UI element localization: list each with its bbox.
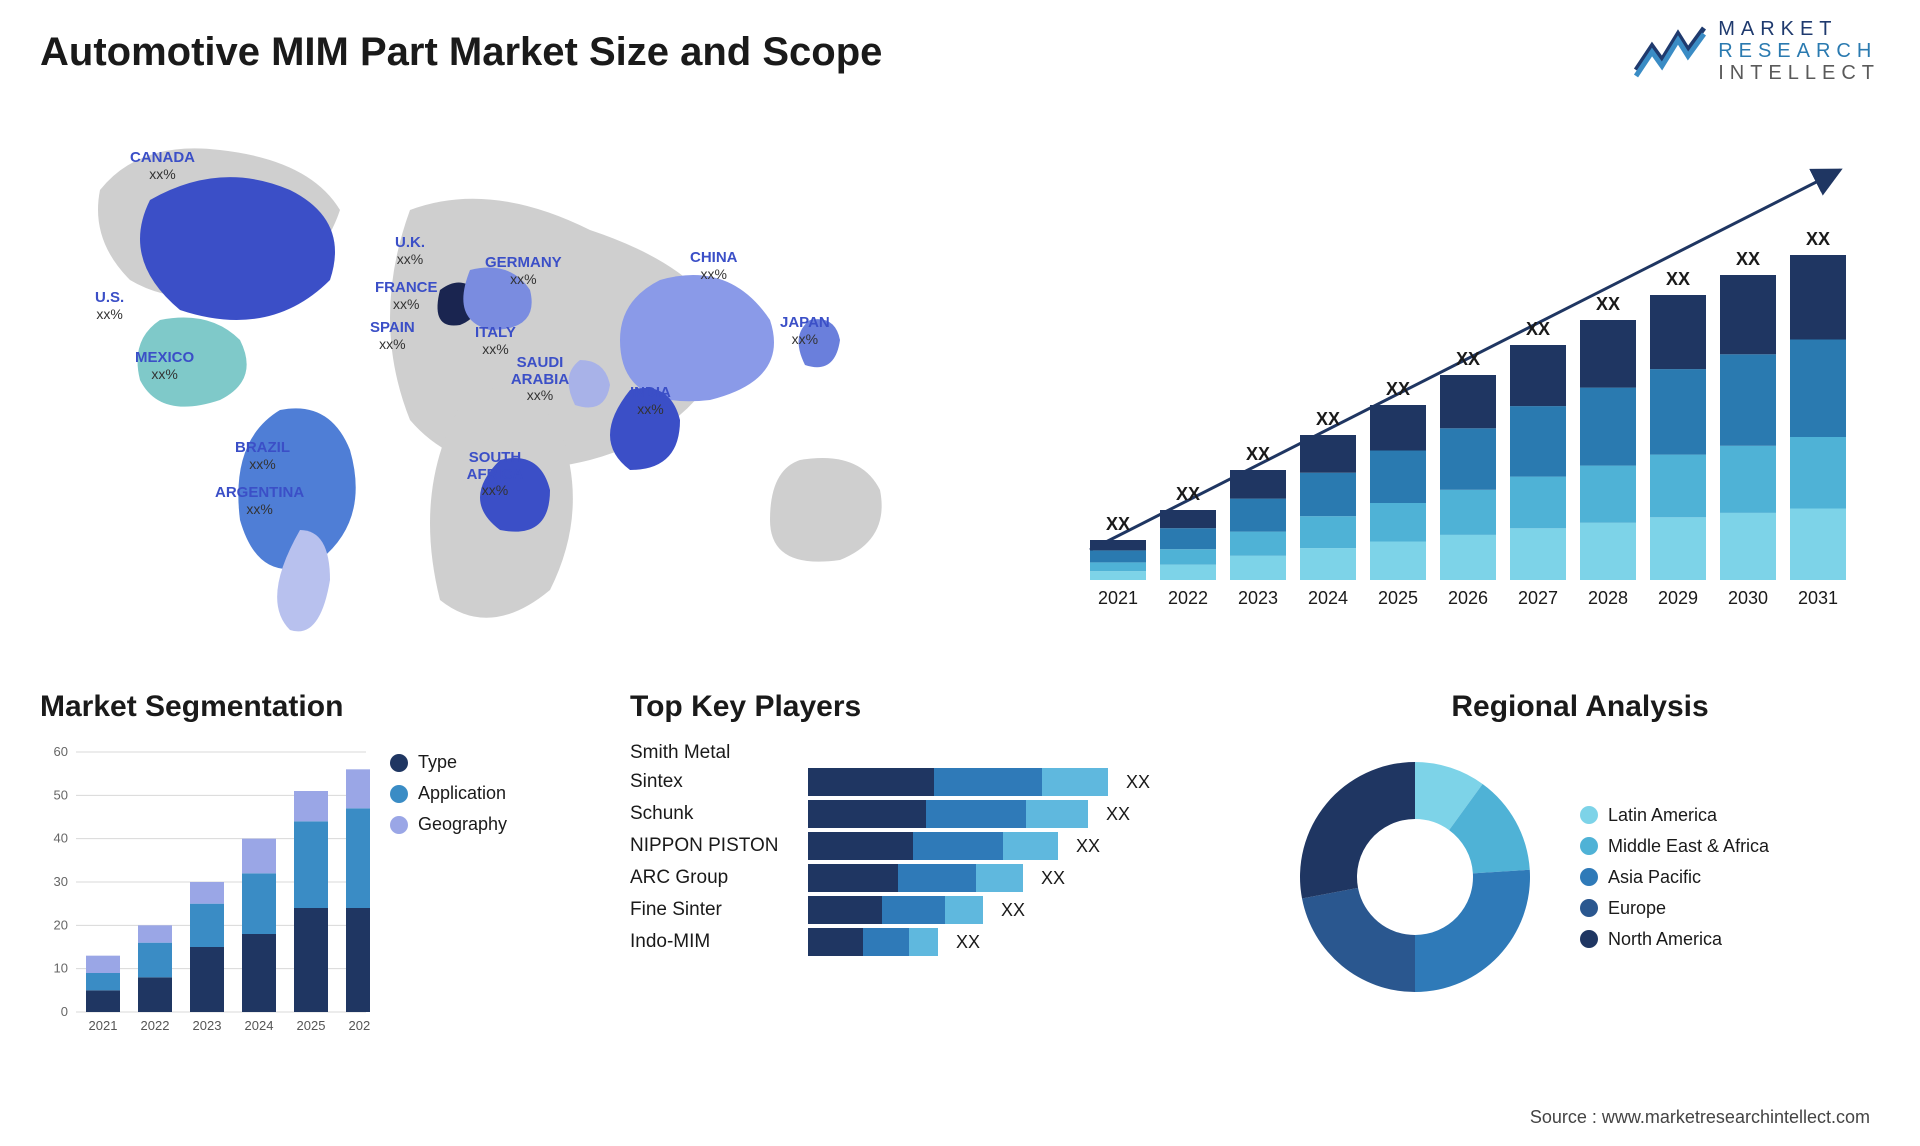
svg-text:2027: 2027: [1518, 588, 1558, 608]
regional-panel: Regional Analysis Latin America Middle Ea…: [1280, 690, 1880, 1070]
map-label: CANADAxx%: [130, 150, 195, 182]
segmentation-title: Market Segmentation: [40, 690, 580, 724]
map-label: SAUDI ARABIAxx%: [505, 355, 575, 403]
legend-item: Asia Pacific: [1580, 867, 1769, 888]
map-label: GERMANYxx%: [485, 255, 562, 287]
svg-text:2025: 2025: [297, 1018, 326, 1033]
legend-item: Europe: [1580, 898, 1769, 919]
svg-text:XX: XX: [1176, 484, 1200, 504]
svg-text:2021: 2021: [1098, 588, 1138, 608]
svg-text:10: 10: [54, 961, 68, 976]
svg-text:30: 30: [54, 874, 68, 889]
players-list: Smith Metal SintexXX SchunkXX NIPPON PISTON…: [630, 742, 1230, 956]
growth-chart: XX 2021 XX 2022 XX 2023 XX 2024 XX 2025 XX 2026 XX 20…: [1080, 150, 1860, 630]
svg-text:40: 40: [54, 831, 68, 846]
source-text: Source : www.marketresearchintellect.com: [1530, 1107, 1870, 1128]
svg-text:50: 50: [54, 787, 68, 802]
map-label: JAPANxx%: [780, 315, 830, 347]
map-label: SOUTH AFRICAxx%: [460, 450, 530, 498]
svg-text:2026: 2026: [349, 1018, 370, 1033]
svg-text:2024: 2024: [245, 1018, 274, 1033]
svg-text:2023: 2023: [1238, 588, 1278, 608]
player-row: SintexXX: [630, 768, 1230, 796]
svg-text:60: 60: [54, 744, 68, 759]
players-panel: Top Key Players Smith Metal SintexXX Schun…: [630, 690, 1230, 1070]
svg-text:XX: XX: [1596, 294, 1620, 314]
svg-text:XX: XX: [1806, 229, 1830, 249]
svg-text:20: 20: [54, 917, 68, 932]
svg-text:2023: 2023: [193, 1018, 222, 1033]
player-row: Indo-MIMXX: [630, 928, 1230, 956]
map-label: CHINAxx%: [690, 250, 738, 282]
player-row: ARC GroupXX: [630, 864, 1230, 892]
svg-text:XX: XX: [1456, 349, 1480, 369]
logo-line1: MARKET: [1718, 18, 1880, 40]
map-label: INDIAxx%: [630, 385, 671, 417]
svg-text:2030: 2030: [1728, 588, 1768, 608]
map-label: SPAINxx%: [370, 320, 415, 352]
svg-text:2028: 2028: [1588, 588, 1628, 608]
svg-text:2025: 2025: [1378, 588, 1418, 608]
map-label: ITALYxx%: [475, 325, 516, 357]
svg-text:XX: XX: [1316, 409, 1340, 429]
page-title: Automotive MIM Part Market Size and Scop…: [40, 30, 882, 75]
svg-text:2031: 2031: [1798, 588, 1838, 608]
map-label: BRAZILxx%: [235, 440, 290, 472]
svg-text:2022: 2022: [1168, 588, 1208, 608]
legend-item: Geography: [390, 814, 507, 835]
regional-title: Regional Analysis: [1280, 690, 1880, 724]
player-row: NIPPON PISTONXX: [630, 832, 1230, 860]
map-label: ARGENTINAxx%: [215, 485, 304, 517]
legend-item: Middle East & Africa: [1580, 836, 1769, 857]
map-label: FRANCExx%: [375, 280, 438, 312]
svg-text:2026: 2026: [1448, 588, 1488, 608]
growth-svg: XX 2021 XX 2022 XX 2023 XX 2024 XX 2025 XX 2026 XX 20…: [1080, 150, 1860, 630]
logo-icon: [1634, 24, 1706, 78]
logo-line2: RESEARCH: [1718, 40, 1880, 62]
legend-item: Latin America: [1580, 805, 1769, 826]
svg-text:XX: XX: [1666, 269, 1690, 289]
svg-text:2021: 2021: [89, 1018, 118, 1033]
logo-line3: INTELLECT: [1718, 62, 1880, 84]
svg-text:XX: XX: [1736, 249, 1760, 269]
player-row: SchunkXX: [630, 800, 1230, 828]
segmentation-panel: Market Segmentation 0 10 20 30 40 50 60 2021 202…: [40, 690, 580, 1070]
legend-item: Type: [390, 752, 507, 773]
map-label: U.S.xx%: [95, 290, 124, 322]
map-label: U.K.xx%: [395, 235, 425, 267]
regional-donut: [1280, 742, 1550, 1012]
svg-text:2024: 2024: [1308, 588, 1348, 608]
svg-text:XX: XX: [1246, 444, 1270, 464]
map-label: MEXICOxx%: [135, 350, 194, 382]
svg-text:XX: XX: [1386, 379, 1410, 399]
svg-text:2022: 2022: [141, 1018, 170, 1033]
players-title: Top Key Players: [630, 690, 1230, 724]
brand-logo: MARKET RESEARCH INTELLECT: [1634, 18, 1880, 84]
regional-legend: Latin America Middle East & Africa Asia Pa…: [1580, 795, 1769, 960]
segmentation-legend: Type Application Geography: [390, 742, 507, 1042]
map-svg: [40, 130, 950, 650]
legend-item: North America: [1580, 929, 1769, 950]
svg-text:XX: XX: [1106, 514, 1130, 534]
legend-item: Application: [390, 783, 507, 804]
segmentation-chart: 0 10 20 30 40 50 60 2021 2022 2023 2024 2025 2026: [40, 742, 370, 1042]
player-row: Fine SinterXX: [630, 896, 1230, 924]
world-map: CANADAxx% U.S.xx% MEXICOxx% BRAZILxx% ARGENT…: [40, 130, 950, 650]
svg-text:XX: XX: [1526, 319, 1550, 339]
player-row: Smith Metal: [630, 742, 1230, 764]
svg-text:2029: 2029: [1658, 588, 1698, 608]
svg-text:0: 0: [61, 1004, 68, 1019]
